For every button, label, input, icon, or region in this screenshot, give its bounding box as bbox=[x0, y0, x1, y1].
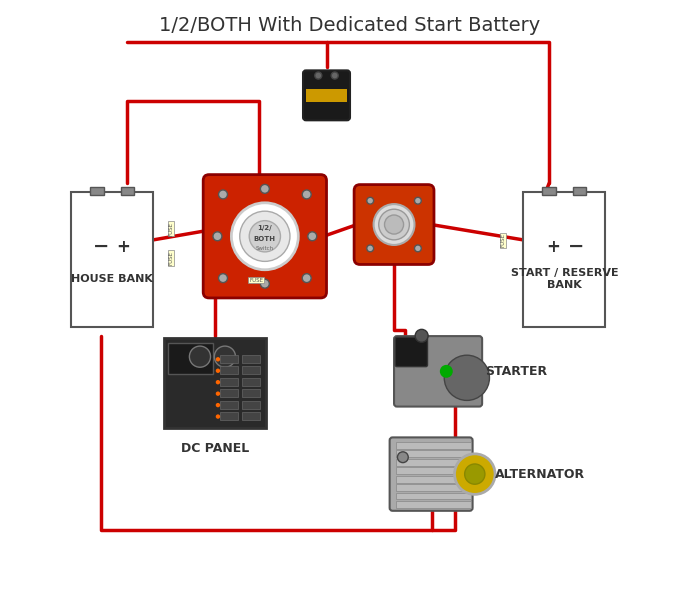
Bar bbox=[220, 355, 238, 363]
Bar bbox=[220, 412, 238, 420]
Circle shape bbox=[440, 365, 453, 378]
FancyBboxPatch shape bbox=[303, 70, 350, 120]
Text: 1/2/: 1/2/ bbox=[258, 225, 272, 231]
Circle shape bbox=[239, 211, 290, 261]
Bar bbox=[573, 188, 587, 195]
FancyBboxPatch shape bbox=[394, 336, 482, 407]
Bar bbox=[90, 188, 104, 195]
Circle shape bbox=[367, 197, 374, 204]
Circle shape bbox=[260, 279, 270, 288]
Text: STARTER: STARTER bbox=[485, 365, 547, 378]
Bar bbox=[395, 476, 470, 483]
Circle shape bbox=[218, 274, 228, 283]
Text: START / RESERVE
BANK: START / RESERVE BANK bbox=[510, 268, 618, 290]
Circle shape bbox=[308, 232, 316, 241]
FancyBboxPatch shape bbox=[523, 192, 606, 327]
Circle shape bbox=[216, 391, 220, 396]
Bar bbox=[395, 501, 470, 508]
Text: −: − bbox=[568, 237, 584, 256]
Circle shape bbox=[465, 464, 485, 484]
Text: ALTERNATOR: ALTERNATOR bbox=[496, 468, 585, 481]
Text: Switch: Switch bbox=[256, 246, 274, 251]
Text: FUSE: FUSE bbox=[249, 278, 263, 283]
Bar bbox=[395, 442, 470, 449]
Bar bbox=[395, 459, 470, 466]
Circle shape bbox=[216, 414, 220, 419]
FancyBboxPatch shape bbox=[395, 337, 428, 366]
Bar bbox=[395, 467, 470, 474]
Circle shape bbox=[216, 380, 220, 385]
Bar bbox=[242, 412, 260, 420]
Circle shape bbox=[414, 197, 421, 204]
Text: DC PANEL: DC PANEL bbox=[181, 442, 249, 455]
Bar bbox=[220, 378, 238, 386]
FancyBboxPatch shape bbox=[164, 338, 266, 428]
Circle shape bbox=[414, 245, 421, 252]
Text: BOTH: BOTH bbox=[254, 236, 276, 242]
Circle shape bbox=[190, 346, 211, 367]
Bar bbox=[542, 188, 556, 195]
Bar bbox=[242, 401, 260, 409]
FancyBboxPatch shape bbox=[203, 175, 326, 298]
Bar bbox=[168, 343, 213, 374]
Bar bbox=[395, 451, 470, 457]
Bar bbox=[220, 401, 238, 409]
Text: FUSE: FUSE bbox=[500, 234, 505, 247]
Circle shape bbox=[216, 403, 220, 407]
Circle shape bbox=[315, 72, 322, 79]
Bar bbox=[242, 366, 260, 374]
Circle shape bbox=[415, 329, 428, 342]
Circle shape bbox=[367, 245, 374, 252]
Bar bbox=[220, 366, 238, 374]
Circle shape bbox=[379, 209, 410, 240]
Bar bbox=[120, 188, 134, 195]
Circle shape bbox=[260, 185, 270, 194]
FancyBboxPatch shape bbox=[390, 437, 472, 511]
Bar bbox=[306, 88, 347, 102]
Text: −: − bbox=[92, 237, 109, 256]
Text: HOUSE BANK: HOUSE BANK bbox=[71, 274, 153, 284]
Circle shape bbox=[331, 72, 338, 79]
Circle shape bbox=[384, 215, 404, 234]
Text: FUSE: FUSE bbox=[169, 222, 174, 235]
Text: 1/2/BOTH With Dedicated Start Battery: 1/2/BOTH With Dedicated Start Battery bbox=[160, 16, 540, 35]
Circle shape bbox=[302, 274, 312, 283]
Bar bbox=[242, 355, 260, 363]
Bar bbox=[242, 389, 260, 397]
Circle shape bbox=[216, 357, 220, 362]
Text: +: + bbox=[117, 238, 131, 256]
Bar bbox=[242, 378, 260, 386]
Text: FUSE: FUSE bbox=[169, 251, 174, 265]
Circle shape bbox=[214, 346, 235, 367]
Bar bbox=[395, 493, 470, 499]
Circle shape bbox=[302, 190, 312, 199]
Bar bbox=[220, 389, 238, 397]
FancyBboxPatch shape bbox=[354, 185, 434, 264]
FancyBboxPatch shape bbox=[71, 192, 153, 327]
Circle shape bbox=[444, 355, 489, 401]
Circle shape bbox=[216, 369, 220, 373]
Circle shape bbox=[398, 452, 408, 463]
Circle shape bbox=[232, 203, 298, 270]
Circle shape bbox=[249, 221, 281, 252]
Text: +: + bbox=[546, 238, 560, 256]
Bar bbox=[395, 484, 470, 491]
Circle shape bbox=[218, 190, 228, 199]
Circle shape bbox=[454, 454, 495, 494]
Circle shape bbox=[374, 204, 414, 245]
Circle shape bbox=[213, 232, 222, 241]
